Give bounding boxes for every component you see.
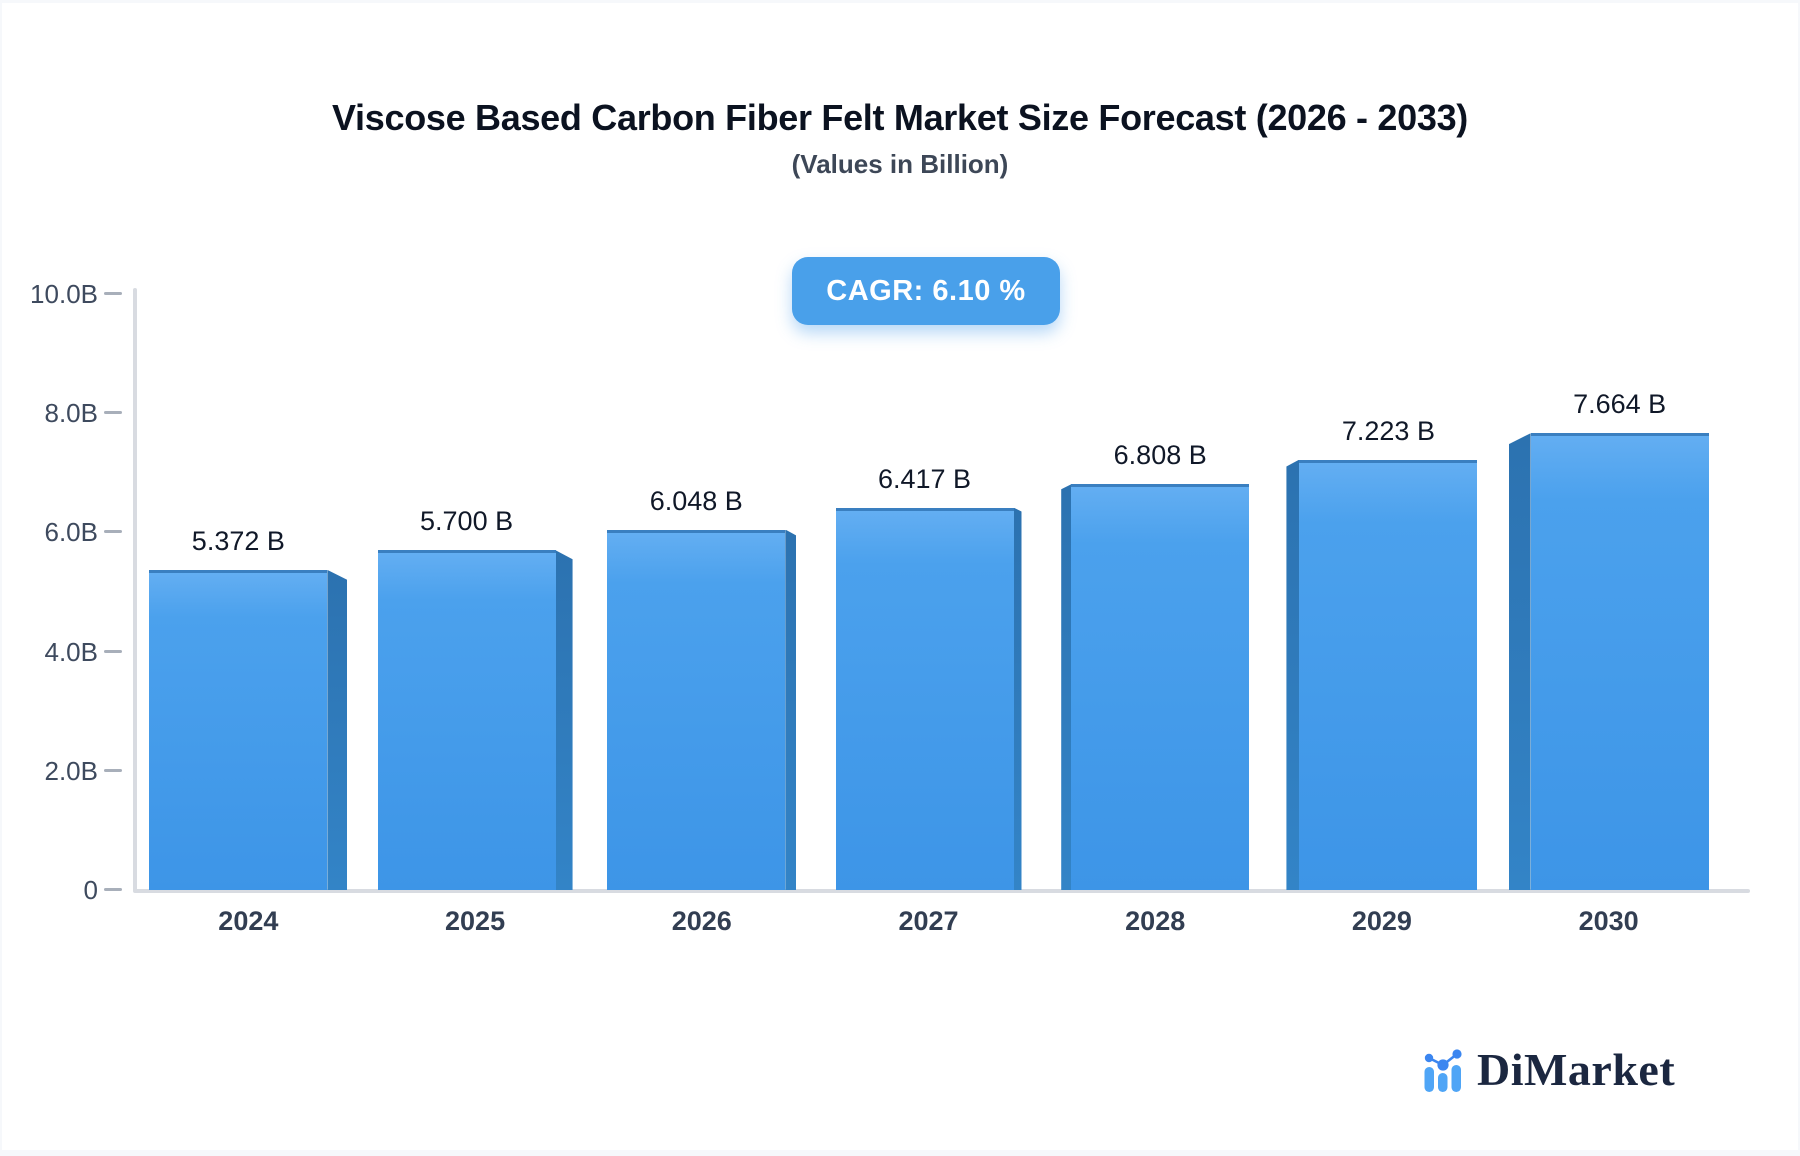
bar-3d-side <box>1013 507 1022 890</box>
bar-value-label: 6.048 B <box>649 485 743 516</box>
bar-value-label: 5.372 B <box>191 525 285 556</box>
chart-subtitle: (Values in Billion) <box>791 149 1009 179</box>
x-axis-label: 2024 <box>218 906 279 936</box>
bar-3d-side <box>1061 484 1072 890</box>
bar <box>835 507 1014 890</box>
y-axis-tick-label: 10.0B <box>30 279 98 309</box>
chart-title: Viscose Based Carbon Fiber Felt Market S… <box>331 97 1468 138</box>
cagr-badge: CAGR: 6.10 % <box>792 257 1060 325</box>
bar-value-label: 5.700 B <box>420 506 514 537</box>
y-axis-tick <box>104 768 122 772</box>
y-axis-tick <box>104 411 122 415</box>
bar <box>607 529 786 890</box>
x-axis-label: 2026 <box>671 906 732 936</box>
bar-chart: 0 2.0B 4.0B 6.0B 8.0B 10.0B 5.372 B 2024 5.700 B… <box>2 3 1798 1150</box>
bar <box>1299 459 1478 890</box>
bar-value-label: 7.223 B <box>1341 415 1435 446</box>
y-axis-tick-label: 2.0B <box>44 755 99 786</box>
bar <box>1530 433 1709 890</box>
dimarket-logo: DiMarket <box>1420 1041 1675 1097</box>
bar-3d-side <box>785 529 797 890</box>
bar <box>377 550 556 890</box>
bar-3d-side <box>555 550 573 890</box>
y-axis-tick <box>104 292 122 295</box>
x-axis-line <box>133 889 1750 893</box>
cagr-badge-label: CAGR: 6.10 % <box>826 274 1026 307</box>
y-axis-tick-label: 8.0B <box>44 398 99 429</box>
x-axis-label: 2028 <box>1125 906 1186 936</box>
y-axis-tick <box>104 649 122 653</box>
bar-value-label: 7.664 B <box>1573 389 1667 420</box>
bar <box>1071 484 1250 890</box>
y-axis-tick-label: 4.0B <box>44 636 99 667</box>
bar-3d-side <box>327 569 348 890</box>
x-axis-label: 2027 <box>898 906 959 936</box>
x-axis-label: 2030 <box>1578 906 1639 936</box>
dimarket-logo-icon <box>1424 1049 1462 1092</box>
bar-3d-side <box>1508 433 1531 890</box>
chart-card: Viscose Based Carbon Fiber Felt Market S… <box>2 3 1798 1150</box>
bar-value-label: 6.808 B <box>1113 440 1207 471</box>
x-axis-label: 2025 <box>445 906 506 936</box>
y-axis-tick <box>104 888 122 891</box>
bar <box>149 569 328 890</box>
y-axis-tick-label: 6.0B <box>44 517 99 548</box>
y-axis-tick <box>104 530 122 534</box>
bar-3d-side <box>1286 459 1300 890</box>
dimarket-logo-text: DiMarket <box>1477 1043 1676 1095</box>
y-axis-line <box>133 288 137 892</box>
x-axis-label: 2029 <box>1351 906 1412 936</box>
y-axis-tick-label: 0 <box>83 875 98 905</box>
bar-value-label: 6.417 B <box>877 463 972 494</box>
